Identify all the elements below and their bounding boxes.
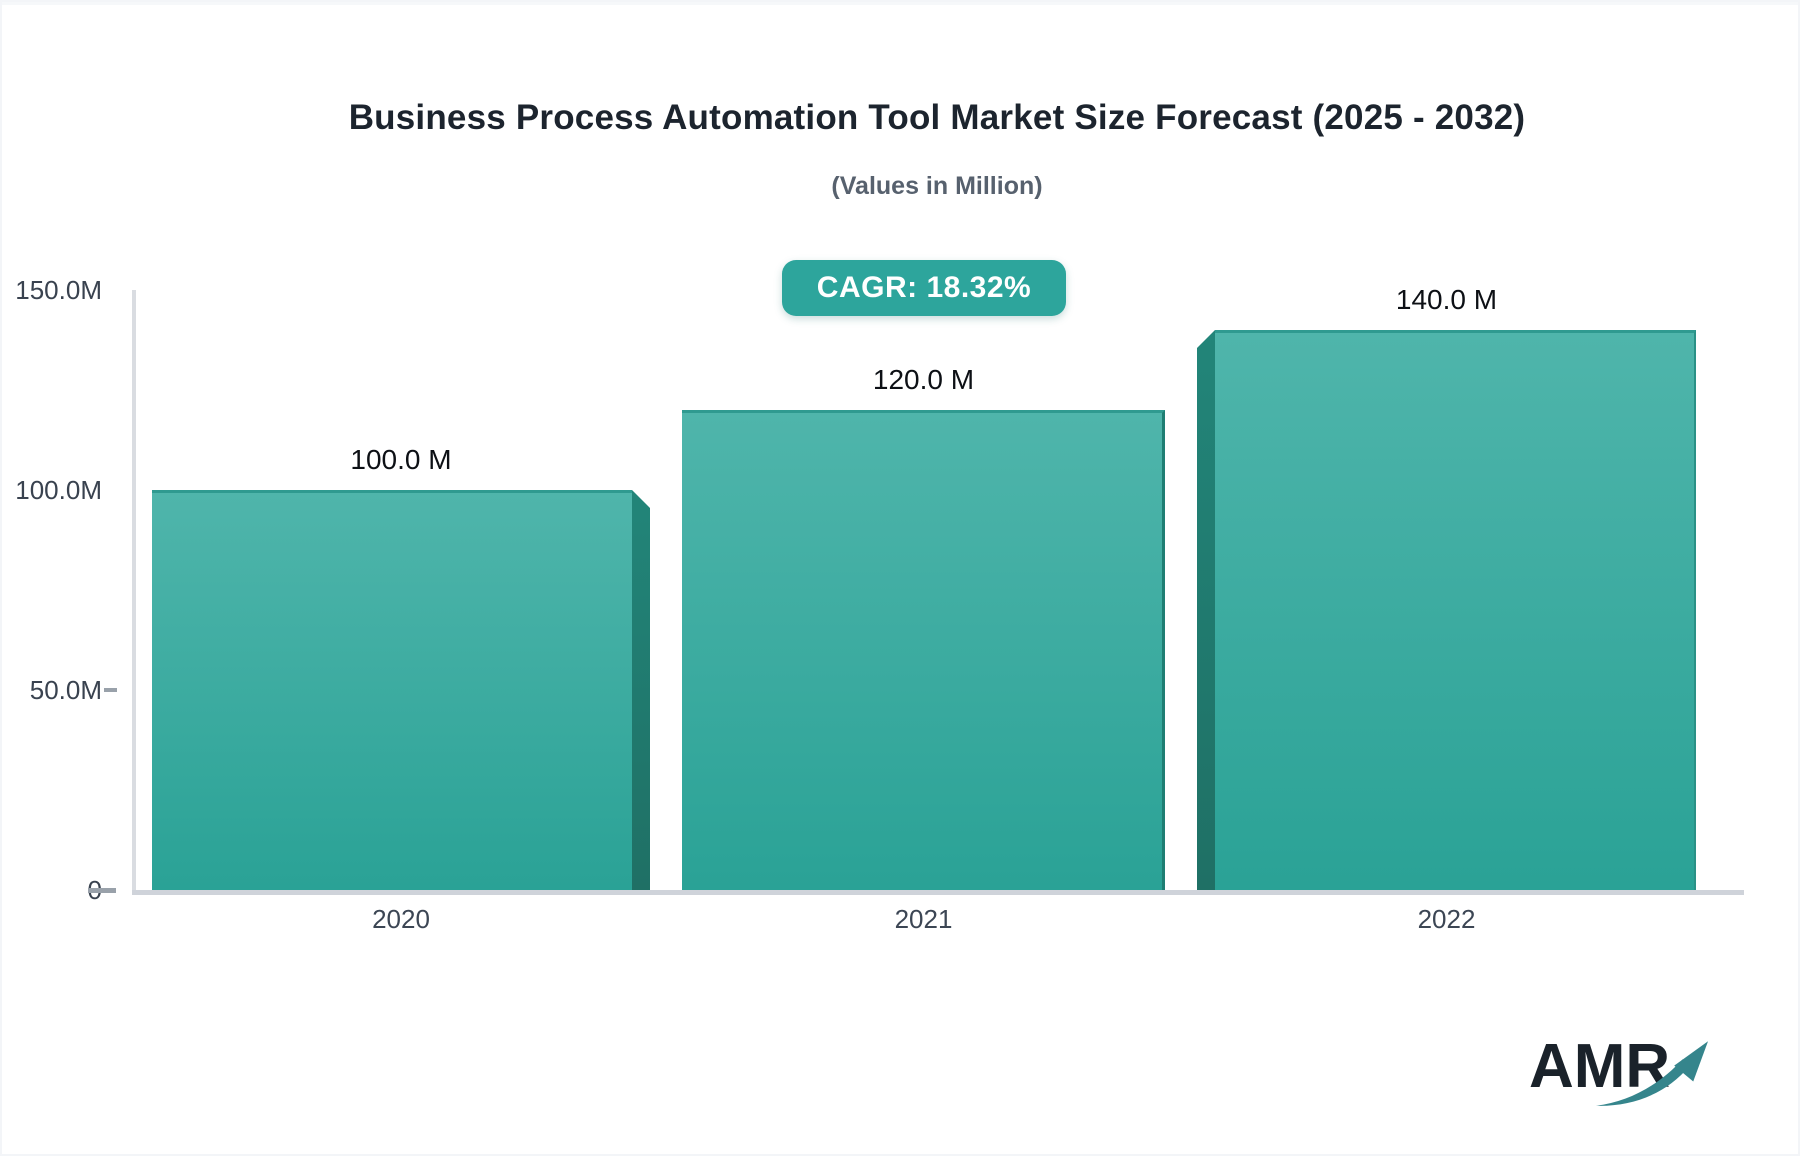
- bar-2021[interactable]: [682, 410, 1165, 890]
- bar-2020-value-label: 100.0 M: [350, 444, 452, 475]
- y-tick-mark-0: [88, 888, 116, 893]
- x-tick-label-2022: 2022: [1417, 904, 1476, 934]
- page-top-border: [2, 2, 1798, 5]
- bar-2022[interactable]: [1215, 330, 1696, 890]
- cagr-badge: CAGR: 18.32%: [782, 260, 1066, 316]
- y-tick-label-100m: 100.0M: [15, 475, 102, 505]
- x-axis-line: [132, 890, 1744, 895]
- y-tick-mark-50m: [104, 688, 117, 692]
- y-tick-label-0: 0: [2, 874, 102, 906]
- y-tick-label-150m: 150.0M: [15, 275, 102, 305]
- amr-logo-text: AMR: [1529, 1032, 1671, 1101]
- y-tick-label-50m: 50.0M: [29, 675, 102, 705]
- x-tick-label-2021: 2021: [894, 904, 953, 934]
- bar-2021-value-label: 120.0 M: [872, 364, 975, 395]
- x-tick-label-2020: 2020: [372, 904, 430, 934]
- bar-2022-value-label: 140.0 M: [1395, 284, 1498, 315]
- bar-2020-side-face: [632, 490, 650, 890]
- amr-logo: AMR: [1529, 1036, 1749, 1126]
- bar-2022-side-face: [1197, 330, 1215, 890]
- chart-subtitle: (Values in Million): [831, 172, 1043, 200]
- logo-arrow-icon: [1595, 1041, 1709, 1106]
- chart-title: Business Process Automation Tool Market …: [348, 98, 1526, 137]
- bar-2020[interactable]: [152, 490, 632, 890]
- y-axis-line: [132, 290, 136, 895]
